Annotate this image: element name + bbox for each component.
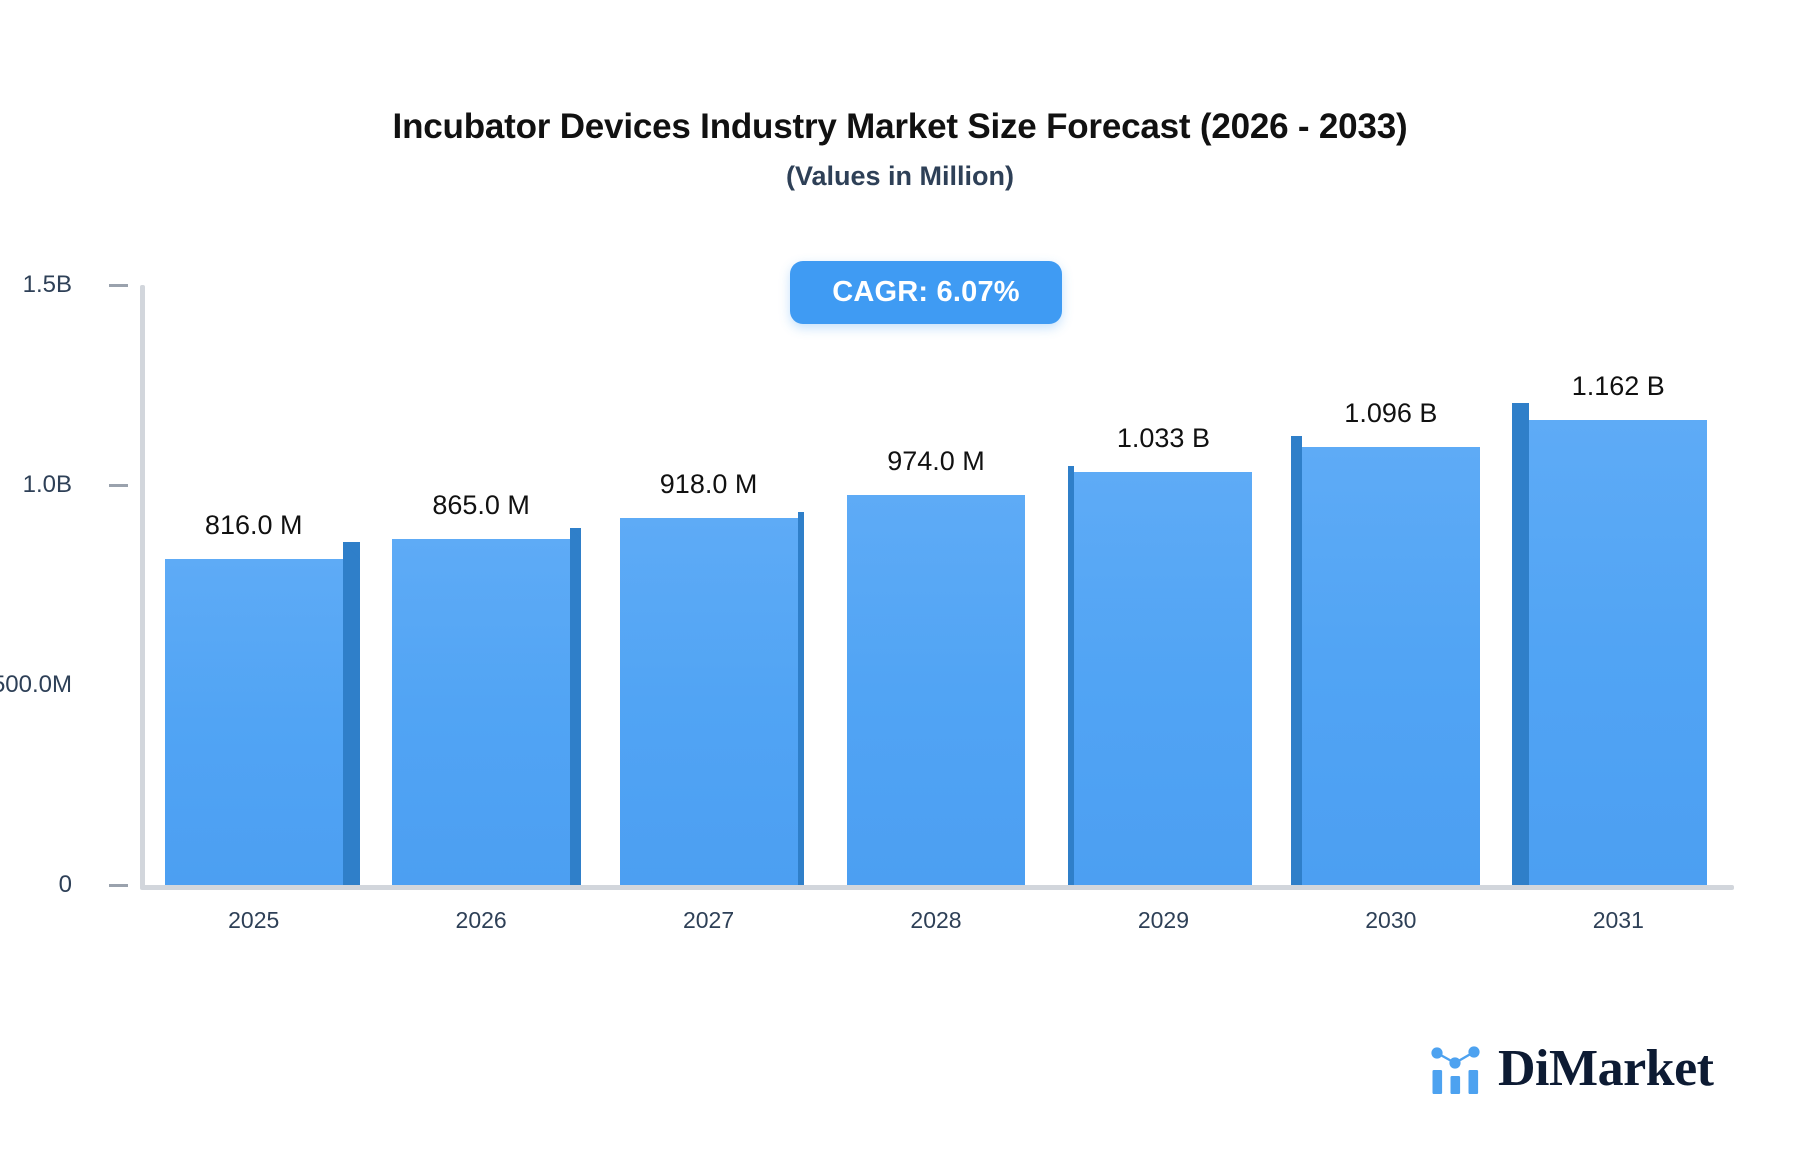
bar-side-face: [570, 528, 582, 885]
bar-side-face: [797, 511, 804, 885]
bar-side-face: [1512, 403, 1530, 885]
bar-value-label: 865.0 M: [432, 490, 530, 520]
y-axis-tick-label: 1.5B: [22, 271, 72, 298]
bar-top-bevel: [1068, 465, 1075, 472]
y-axis-tick-mark: [109, 284, 128, 287]
plot-area: 1.5B 1.0B 500.0M 0 816.0 M 865.0 M 918.0 M 974…: [0, 271, 1734, 933]
y-axis-tick-mark: [109, 884, 128, 887]
bar-top-bevel: [342, 541, 360, 559]
x-axis-tick-label: 2025: [228, 907, 280, 933]
bar-front-face: [164, 558, 343, 885]
y-axis-tick-label: 0: [58, 871, 72, 898]
bar-value-label: 1.033 B: [1116, 422, 1210, 453]
y-axis-line: [140, 285, 145, 888]
bar: 1.096 B: [1290, 398, 1480, 885]
bar-value-label: 816.0 M: [204, 509, 303, 540]
bar: 816.0 M: [164, 510, 360, 885]
cagr-badge: CAGR: 6.07%: [790, 261, 1062, 324]
y-axis-tick-label: 1.0B: [22, 471, 72, 498]
x-axis-tick-label: 2028: [910, 907, 962, 933]
bar: 918.0 M: [619, 469, 804, 885]
bar-value-label: 1.162 B: [1571, 371, 1665, 402]
x-axis-tick-label: 2030: [1365, 907, 1417, 933]
bar-value-label: 918.0 M: [659, 468, 758, 499]
x-axis-line: [140, 885, 1734, 890]
x-axis-tick-label: 2027: [682, 907, 735, 933]
bar: 1.162 B: [1512, 371, 1708, 885]
bar-front-face: [392, 539, 571, 885]
x-axis-tick-label: 2026: [455, 907, 507, 933]
bar-front-face: [619, 517, 798, 885]
logo-wordmark: DiMarket: [1498, 1040, 1714, 1097]
y-axis-tick-mark: [109, 484, 128, 487]
x-axis-tick-label: 2029: [1137, 907, 1190, 933]
bar-top-bevel: [1512, 403, 1530, 421]
bar: 1.033 B: [1068, 423, 1253, 885]
bar-top-bevel: [570, 528, 582, 539]
chart-title: Incubator Devices Industry Market Size F…: [392, 107, 1408, 146]
title-block: Incubator Devices Industry Market Size F…: [0, 107, 1800, 192]
bar-value-label: 974.0 M: [887, 446, 985, 477]
cagr-badge-label: CAGR: 6.07%: [832, 276, 1020, 308]
bar-side-face: [1290, 435, 1302, 885]
bar-side-face: [342, 541, 360, 885]
bar-side-face: [1068, 465, 1075, 885]
y-axis-tick-label: 500.0M: [0, 671, 72, 698]
bar-value-label: 1.096 B: [1344, 397, 1438, 428]
bar-top-bevel: [1290, 435, 1302, 447]
bar-front-face: [847, 495, 1025, 885]
bar-front-face: [1301, 446, 1480, 885]
bar-front-face: [1074, 471, 1253, 885]
x-axis-tick-label: 2031: [1592, 907, 1644, 933]
chart-subtitle: (Values in Million): [785, 160, 1015, 191]
dimarket-logo: DiMarket: [1428, 1040, 1714, 1097]
bar-front-face: [1529, 420, 1708, 885]
bar: 865.0 M: [392, 490, 582, 885]
bar-top-bevel: [797, 511, 804, 518]
bar-chart-dots-icon: [1428, 1042, 1484, 1096]
bar: 974.0 M: [847, 446, 1025, 885]
